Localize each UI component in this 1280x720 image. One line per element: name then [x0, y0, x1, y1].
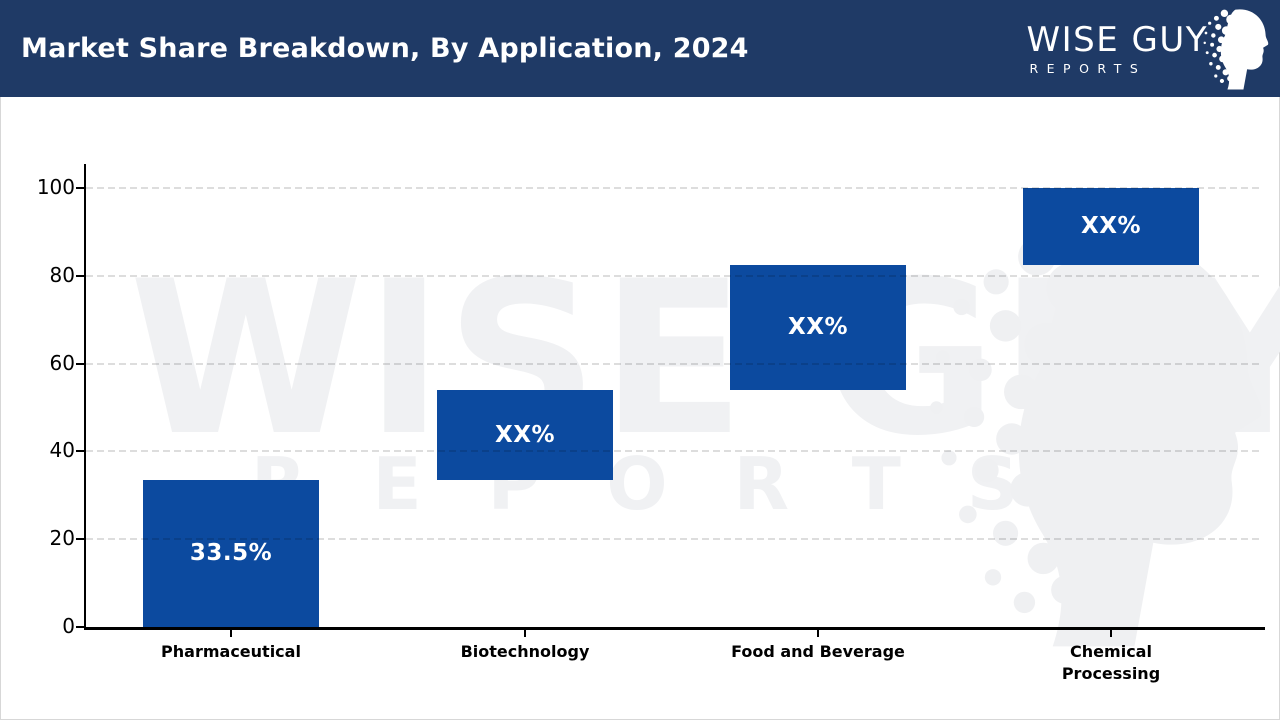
y-tick-label: 40: [49, 438, 75, 463]
bar-chemical-processing: XX%: [1023, 188, 1199, 265]
y-tick-mark: [76, 274, 85, 277]
bar-pharmaceutical: 33.5%: [143, 479, 319, 627]
bar-value-label: XX%: [787, 314, 848, 341]
bar-food-and-beverage: XX%: [730, 264, 906, 390]
category-label: Biotechnology: [460, 642, 590, 661]
y-tick-label: 0: [62, 614, 75, 638]
y-tick-mark: [76, 450, 85, 453]
y-tick-label: 80: [49, 262, 75, 287]
x-tick-mark: [817, 628, 819, 637]
x-tick-mark: [524, 628, 526, 637]
x-tick-mark: [1110, 628, 1112, 637]
gridline-20: [86, 538, 1263, 541]
bar-value-label: 33.5%: [189, 540, 273, 567]
bar-value-label: XX%: [1080, 213, 1141, 240]
y-tick-mark: [76, 187, 85, 189]
y-tick-mark: [76, 362, 85, 365]
bar-value-label: XX%: [494, 421, 555, 448]
wise-guy-reports-logo: WISE GUY REPORTS: [1026, 4, 1272, 94]
y-tick-label: 20: [49, 526, 75, 551]
header-bar: Market Share Breakdown, By Application, …: [0, 0, 1280, 97]
gridline-40: [86, 450, 1263, 453]
gridline-100: [86, 187, 1263, 189]
y-tick-mark: [76, 538, 85, 541]
logo-subtitle: REPORTS: [1029, 60, 1147, 76]
x-axis-line: [84, 627, 1265, 630]
category-label: Food and Beverage: [731, 642, 905, 661]
gridline-80: [86, 274, 1263, 277]
y-tick-mark: [76, 626, 85, 628]
y-tick-label: 60: [49, 350, 75, 375]
gridline-60: [86, 362, 1263, 365]
logo-text: WISE GUY REPORTS: [1026, 23, 1208, 76]
category-label: Chemical Processing: [1061, 642, 1161, 683]
watermark-subtitle: REPORTS: [251, 442, 1085, 526]
y-axis-line: [84, 164, 86, 629]
x-tick-mark: [230, 628, 232, 637]
bar-biotechnology: XX%: [437, 389, 613, 480]
chart-title: Market Share Breakdown, By Application, …: [21, 33, 749, 64]
category-label: Pharmaceutical: [161, 642, 301, 661]
y-tick-label: 100: [36, 175, 75, 199]
logo-wordmark: WISE GUY: [1026, 19, 1208, 60]
